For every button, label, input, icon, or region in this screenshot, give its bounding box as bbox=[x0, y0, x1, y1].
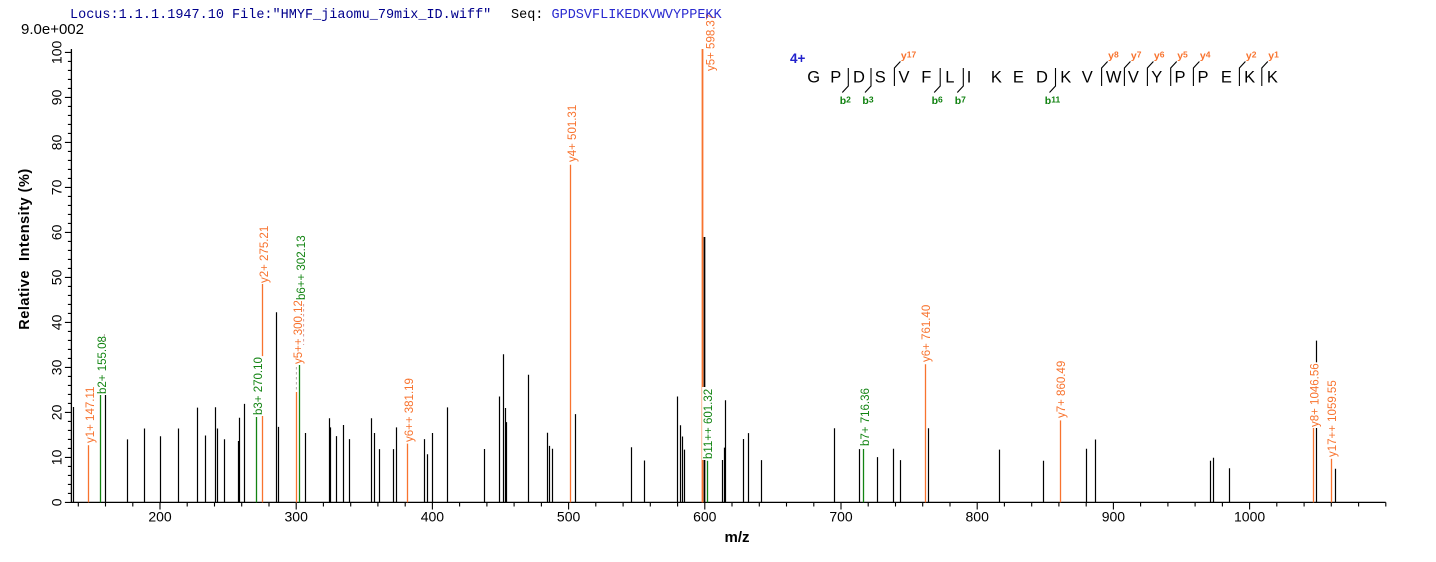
svg-text:200: 200 bbox=[148, 509, 172, 525]
svg-text:F: F bbox=[921, 69, 931, 87]
svg-text:Relative Intensity (%): Relative Intensity (%) bbox=[17, 168, 33, 329]
svg-text:y7+ 860.49: y7+ 860.49 bbox=[1056, 361, 1068, 418]
svg-text:V: V bbox=[898, 69, 909, 87]
svg-text:20: 20 bbox=[49, 404, 65, 420]
svg-text:40: 40 bbox=[49, 314, 65, 330]
svg-text:y17: y17 bbox=[901, 50, 917, 63]
svg-text:Y: Y bbox=[1151, 69, 1162, 87]
svg-text:300: 300 bbox=[285, 509, 309, 525]
svg-text:y4+ 501.31: y4+ 501.31 bbox=[567, 105, 579, 162]
svg-text:b11: b11 bbox=[1045, 95, 1061, 108]
svg-text:y4: y4 bbox=[1200, 50, 1211, 63]
svg-text:50: 50 bbox=[49, 269, 65, 285]
svg-text:V: V bbox=[1128, 69, 1139, 87]
svg-text:10: 10 bbox=[49, 449, 65, 465]
svg-text:S: S bbox=[875, 69, 886, 87]
svg-text:K: K bbox=[991, 69, 1002, 87]
svg-text:E: E bbox=[1013, 69, 1024, 87]
svg-text:30: 30 bbox=[49, 359, 65, 375]
svg-text:y5+ 598.37: y5+ 598.37 bbox=[705, 14, 717, 71]
svg-text:0: 0 bbox=[49, 498, 65, 506]
svg-text:b6: b6 bbox=[932, 95, 943, 108]
svg-text:80: 80 bbox=[49, 134, 65, 150]
svg-text:K: K bbox=[1267, 69, 1278, 87]
svg-text:600: 600 bbox=[693, 509, 717, 525]
svg-text:y17++ 1059.55: y17++ 1059.55 bbox=[1327, 380, 1339, 457]
svg-text:I: I bbox=[967, 69, 972, 87]
svg-text:L: L bbox=[945, 69, 954, 87]
svg-text:100: 100 bbox=[49, 41, 65, 65]
svg-text:y8: y8 bbox=[1108, 50, 1119, 63]
svg-text:K: K bbox=[1060, 69, 1071, 87]
svg-text:y8+ 1046.56: y8+ 1046.56 bbox=[1310, 363, 1322, 427]
svg-text:700: 700 bbox=[829, 509, 853, 525]
svg-text:y7: y7 bbox=[1131, 50, 1142, 63]
svg-text:y5++ 300.12: y5++ 300.12 bbox=[293, 300, 305, 364]
svg-text:b6++ 302.13: b6++ 302.13 bbox=[296, 235, 308, 300]
svg-text:y6+ 761.40: y6+ 761.40 bbox=[921, 305, 933, 362]
svg-text:y5: y5 bbox=[1177, 50, 1188, 63]
svg-text:b3+ 270.10: b3+ 270.10 bbox=[253, 357, 265, 415]
svg-text:b11++ 601.32: b11++ 601.32 bbox=[703, 389, 715, 459]
svg-text:P: P bbox=[1174, 69, 1185, 87]
svg-text:90: 90 bbox=[49, 89, 65, 105]
svg-text:b7: b7 bbox=[955, 95, 966, 108]
svg-text:y1: y1 bbox=[1268, 50, 1279, 63]
svg-text:D: D bbox=[1036, 69, 1048, 87]
svg-text:y6: y6 bbox=[1154, 50, 1165, 63]
svg-text:b3: b3 bbox=[862, 95, 873, 108]
svg-text:b7+ 716.36: b7+ 716.36 bbox=[860, 388, 872, 446]
svg-text:500: 500 bbox=[557, 509, 581, 525]
svg-text:y2: y2 bbox=[1246, 50, 1257, 63]
svg-text:D: D bbox=[853, 69, 865, 87]
svg-text:y2+ 275.21: y2+ 275.21 bbox=[259, 226, 271, 283]
svg-text:P: P bbox=[1197, 69, 1208, 87]
svg-text:900: 900 bbox=[1102, 509, 1126, 525]
svg-text:1000: 1000 bbox=[1234, 509, 1265, 525]
svg-text:70: 70 bbox=[49, 179, 65, 195]
svg-text:y1+ 147.11: y1+ 147.11 bbox=[85, 387, 97, 443]
svg-text:G: G bbox=[807, 69, 820, 87]
svg-text:W: W bbox=[1106, 69, 1122, 87]
svg-text:V: V bbox=[1082, 69, 1093, 87]
svg-text:E: E bbox=[1221, 69, 1232, 87]
svg-text:K: K bbox=[1244, 69, 1255, 87]
svg-text:y6++ 381.19: y6++ 381.19 bbox=[404, 378, 416, 442]
svg-text:400: 400 bbox=[421, 509, 445, 525]
svg-text:800: 800 bbox=[966, 509, 990, 525]
svg-text:60: 60 bbox=[49, 224, 65, 240]
svg-text:m/z: m/z bbox=[724, 529, 749, 546]
svg-text:b2: b2 bbox=[840, 95, 851, 108]
svg-text:b2+ 155.08: b2+ 155.08 bbox=[97, 336, 109, 394]
svg-text:P: P bbox=[830, 69, 841, 87]
svg-text:4+: 4+ bbox=[790, 51, 806, 66]
